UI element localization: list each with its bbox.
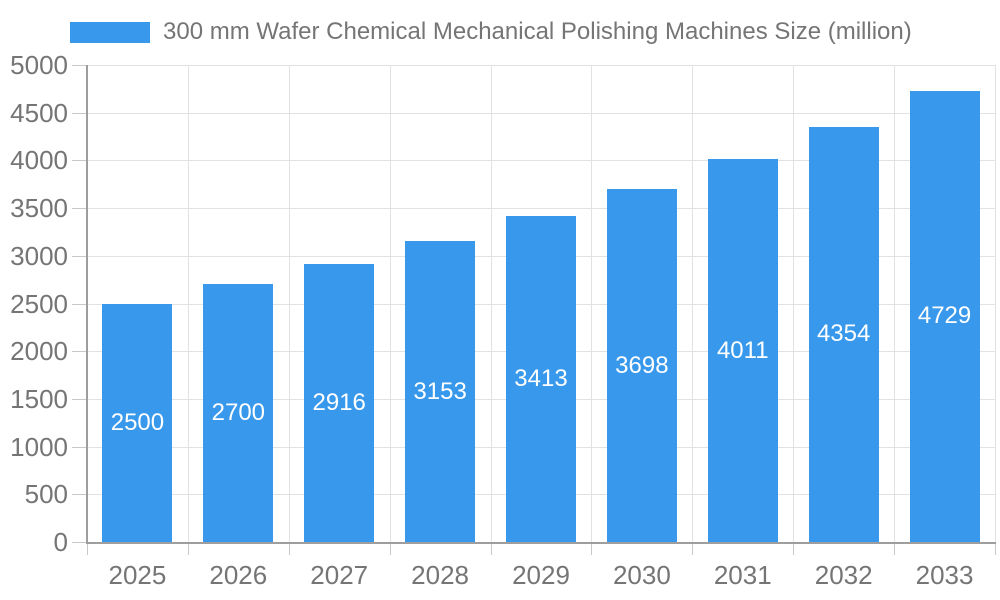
y-axis-tick [72,303,87,305]
x-axis-tick [692,543,694,555]
bar-value-label: 2916 [312,388,366,416]
gridline-vertical [793,65,795,542]
bar[interactable]: 4354 [808,126,879,542]
bar-value-label: 2500 [110,408,165,436]
y-axis-tick [72,542,87,543]
bar-value-label: 4729 [917,302,972,330]
bar-value-label: 3153 [413,377,467,405]
x-axis-tick [793,543,795,555]
x-axis-tick [187,543,189,555]
bar[interactable]: 4729 [909,90,980,542]
gridline-horizontal [87,160,995,162]
legend-item[interactable]: 300 mm Wafer Chemical Mechanical Polishi… [70,18,912,46]
y-axis-tick [72,112,87,114]
y-axis-tick [72,208,87,210]
x-axis-tick [288,543,290,555]
gridline-vertical [591,65,593,542]
gridline-vertical [288,65,290,542]
gridline-vertical [389,65,391,542]
legend-swatch [70,21,150,43]
y-axis-tick [72,160,87,162]
x-axis-tick [87,543,88,555]
bar[interactable]: 2500 [102,303,173,542]
y-axis-tick [72,65,87,66]
bar-value-label: 4011 [716,336,769,364]
x-tick-label: 2031 [713,560,772,590]
bar[interactable]: 3698 [606,189,677,542]
y-axis-tick [72,494,87,496]
y-tick-label: 0 [53,527,68,557]
y-tick-label: 1500 [10,383,68,414]
y-axis-line [86,65,88,544]
bar[interactable]: 2700 [203,284,274,542]
x-tick-label: 2029 [512,560,570,590]
x-tick-label: 2025 [108,560,167,590]
x-axis-tick [894,543,896,555]
legend-label: 300 mm Wafer Chemical Mechanical Polishi… [163,18,912,45]
gridline-vertical [692,65,694,542]
x-axis-tick [490,543,492,555]
gridline-vertical [995,65,996,542]
x-axis-tick [389,543,391,555]
y-tick-label: 1000 [10,431,68,462]
x-tick-label: 2027 [310,560,369,590]
x-tick-label: 2026 [209,560,268,590]
y-tick-label: 3000 [10,240,68,271]
y-axis-tick [72,446,87,448]
y-tick-label: 2500 [10,288,68,319]
bar[interactable]: 3153 [405,241,476,542]
x-tick-label: 2030 [612,560,671,590]
gridline-vertical [187,65,189,542]
x-axis-tick [591,543,593,555]
x-axis-line [86,542,996,544]
x-tick-label: 2033 [915,560,974,590]
gridline-horizontal [87,112,995,114]
y-axis-tick [72,255,87,257]
x-axis-tick [995,543,996,555]
bar-value-label: 3698 [615,351,669,379]
y-axis-tick [72,398,87,400]
gridline-vertical [490,65,492,542]
gridline-vertical [894,65,896,542]
bar-value-label: 4354 [816,320,871,348]
bar[interactable]: 4011 [707,159,778,542]
y-axis-tick [72,351,87,353]
y-tick-label: 2000 [10,336,68,367]
bar-value-label: 3413 [514,365,568,393]
x-tick-label: 2028 [411,560,470,590]
bar[interactable]: 2916 [304,263,375,542]
y-tick-label: 5000 [10,50,68,80]
x-tick-label: 2032 [814,560,873,590]
y-tick-label: 4500 [10,97,68,128]
y-tick-label: 500 [24,479,68,510]
y-tick-label: 4000 [10,145,68,176]
gridline-horizontal [87,208,995,210]
y-tick-label: 3500 [10,193,68,224]
gridline-horizontal [87,65,995,66]
bar[interactable]: 3413 [506,216,576,542]
bar-value-label: 2700 [211,399,266,427]
